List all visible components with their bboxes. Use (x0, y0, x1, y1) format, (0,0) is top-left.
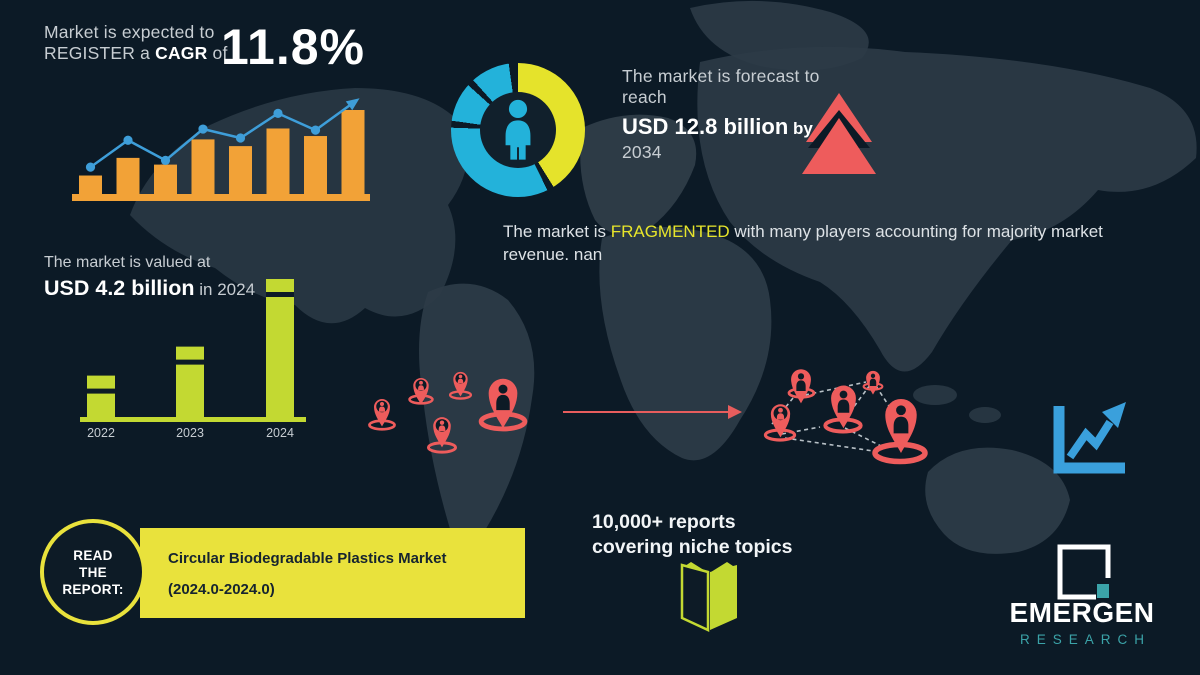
forecast-line1: The market is forecast to (622, 66, 820, 86)
valuation-intro: The market is valued at (44, 254, 211, 271)
brand-text-block: EMERGEN RESEARCH (992, 597, 1172, 647)
forecast-line2: reach (622, 87, 667, 107)
read-report-button[interactable]: READ THE REPORT: (40, 519, 146, 625)
forecast-text-block: The market is forecast to reach USD 12.8… (622, 66, 820, 162)
pin-cluster-left (368, 371, 525, 454)
book-icon (680, 562, 737, 632)
valuation-text-block: The market is valued at USD 4.2 billion … (44, 254, 256, 300)
map-island (969, 407, 1001, 423)
map-island (913, 385, 957, 405)
forecast-value: USD 12.8 billion (622, 114, 789, 139)
location-pin-icon (866, 370, 880, 395)
person-icon (505, 99, 531, 160)
reports-text-block: 10,000+ reports covering niche topics (592, 510, 792, 560)
location-pin-icon (791, 369, 811, 404)
growth-arrow-icon (802, 93, 876, 174)
market-share-donut (451, 63, 585, 197)
location-pin-icon (488, 378, 518, 429)
donut-hole (480, 92, 556, 168)
valuation-bar-chart: 2022 2023 2024 (80, 279, 306, 440)
valuation-value: USD 4.2 billion (44, 276, 195, 300)
forecast-year: 2034 (622, 142, 662, 162)
cagr-label: CAGR (155, 43, 208, 63)
trend-chart-icon (1053, 402, 1126, 474)
brand-logo-icon (1057, 544, 1111, 600)
flow-arrow (563, 405, 742, 419)
cagr-value: 11.8% (221, 19, 366, 75)
reports-line2: covering niche topics (592, 536, 793, 558)
map-australia (925, 447, 1070, 554)
location-pin-icon (413, 377, 429, 405)
reports-line1: 10,000+ reports (592, 511, 736, 533)
map-africa (599, 226, 772, 461)
map-south-america (419, 283, 535, 552)
cagr-intro-line1: Market is expected to (44, 22, 215, 42)
cagr-text-block: Market is expected to REGISTER a CAGR of (44, 22, 228, 63)
report-banner[interactable]: Circular Biodegradable Plastics Market (… (140, 528, 525, 618)
fragmentation-text: The market is FRAGMENTED with many playe… (503, 222, 1103, 264)
pin-cluster-right (763, 369, 925, 461)
map-europe (580, 114, 697, 235)
svg-text:2023: 2023 (176, 426, 204, 440)
fragmented-highlight: FRAGMENTED (610, 222, 730, 241)
svg-text:2024: 2024 (266, 426, 294, 440)
location-pin-icon (770, 404, 791, 438)
brand-name: EMERGEN (1009, 597, 1155, 628)
svg-text:2022: 2022 (87, 426, 115, 440)
brand-subtitle: RESEARCH (1019, 632, 1151, 647)
report-title[interactable]: Circular Biodegradable Plastics Market (… (168, 550, 447, 598)
cagr-trend-chart (72, 98, 370, 201)
